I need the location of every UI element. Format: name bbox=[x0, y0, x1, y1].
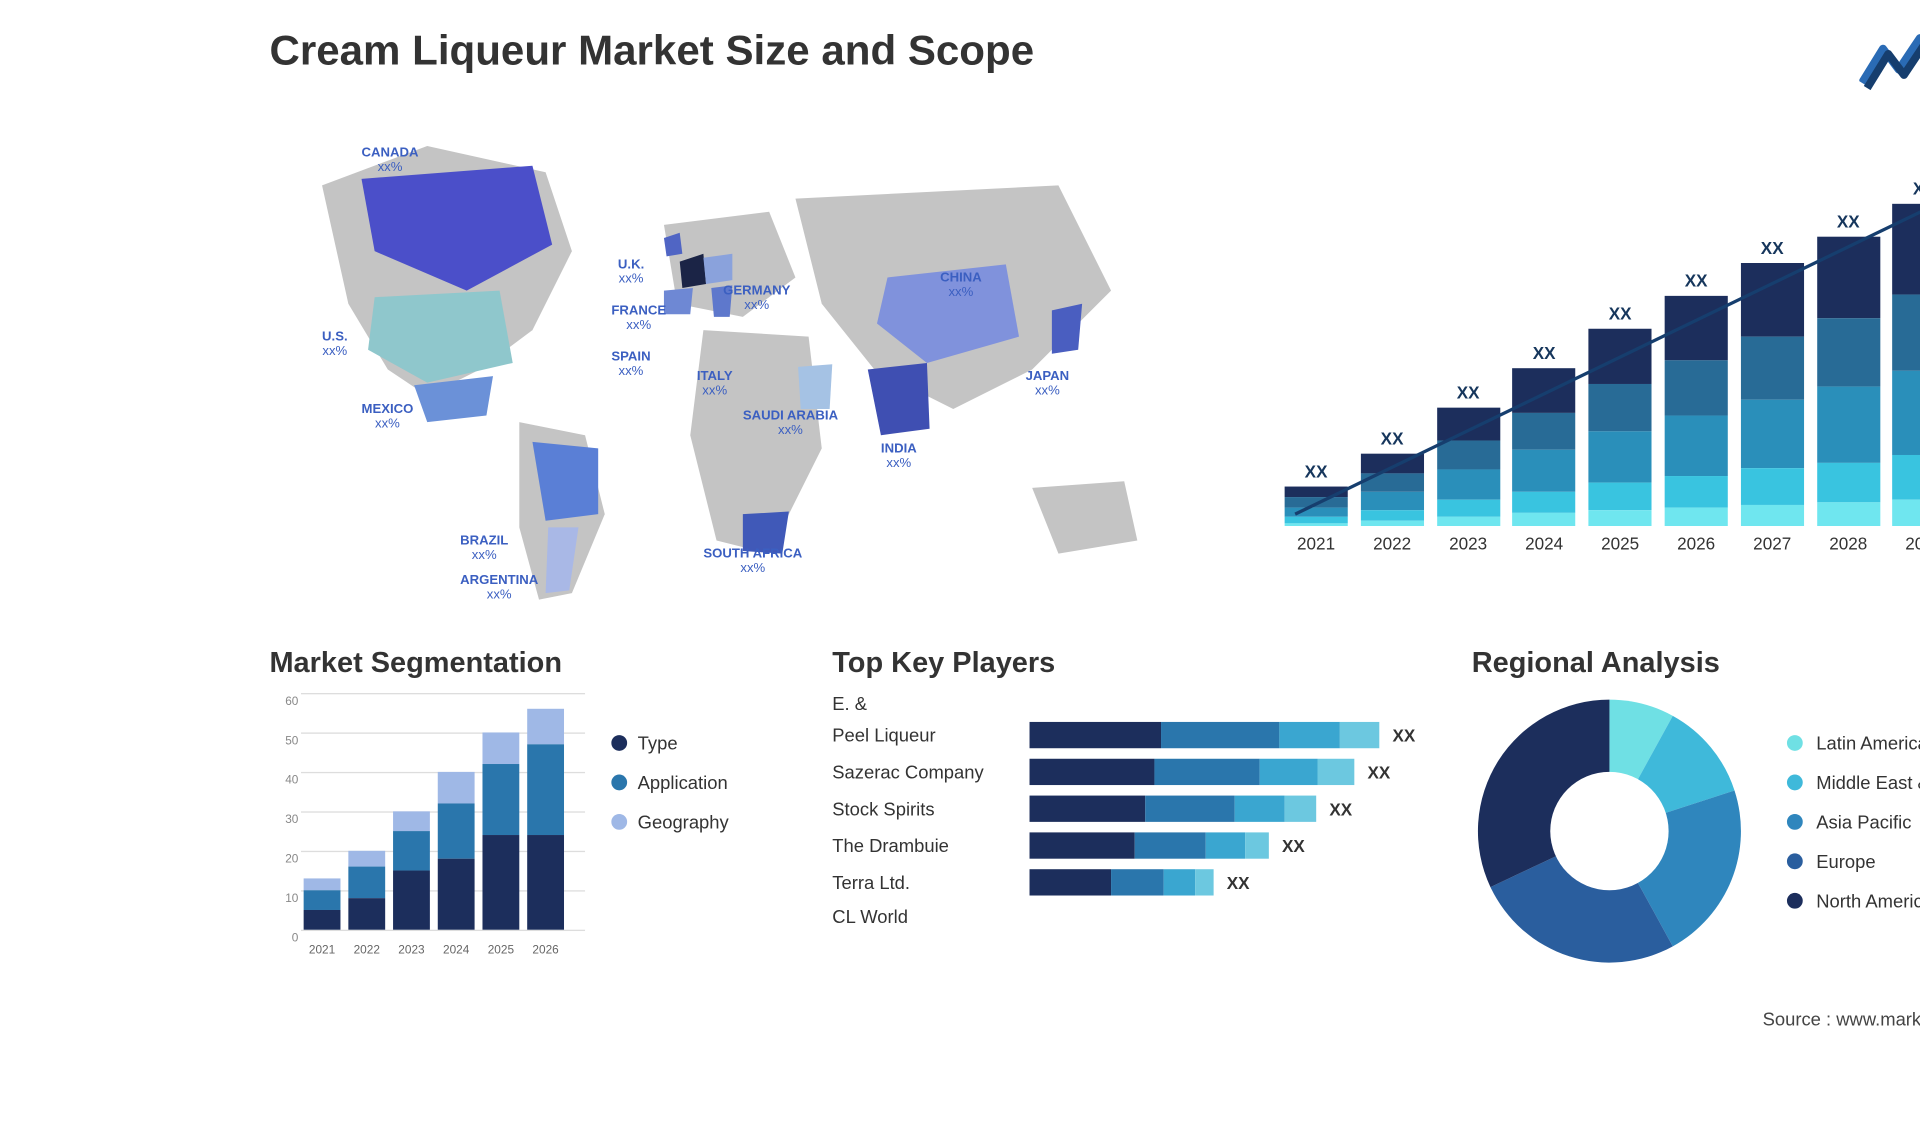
regional-legend: Latin America Middle East & Africa Asia Pa… bbox=[1787, 732, 1920, 929]
legend-item: North America bbox=[1787, 890, 1920, 911]
legend-item: Geography bbox=[611, 811, 728, 832]
map-label: JAPANxx% bbox=[1026, 370, 1070, 399]
map-label: BRAZILxx% bbox=[460, 534, 508, 563]
segmentation-bar bbox=[348, 851, 385, 930]
player-row: Peel LiqueurXX bbox=[832, 722, 1445, 748]
regional-title: Regional Analysis bbox=[1472, 646, 1920, 680]
segmentation-title: Market Segmentation bbox=[269, 646, 806, 680]
player-extra-top: E. & bbox=[832, 693, 1445, 714]
source-line: Source : www.marketresearchintellect.com bbox=[230, 969, 1920, 1029]
map-label: ARGENTINAxx% bbox=[460, 573, 538, 602]
segmentation-bar bbox=[304, 878, 341, 929]
map-label: FRANCExx% bbox=[611, 304, 666, 333]
segmentation-chart: 0102030405060 202120222023202420252026 bbox=[269, 693, 585, 956]
player-row: Terra Ltd.XX bbox=[832, 869, 1445, 895]
legend-item: Application bbox=[611, 772, 728, 793]
map-label: INDIAxx% bbox=[881, 442, 917, 471]
map-label: MEXICOxx% bbox=[362, 402, 414, 431]
segmentation-bar bbox=[438, 772, 475, 930]
map-label: ITALYxx% bbox=[697, 370, 733, 399]
map-label: SPAINxx% bbox=[611, 350, 650, 379]
growth-bar-chart: XX2021XX2022XX2023XX2024XX2025XX2026XX20… bbox=[1269, 107, 1920, 607]
brand-logo: MARKET RESEARCH INTELLECT bbox=[1859, 26, 1920, 93]
player-row: Stock SpiritsXX bbox=[832, 796, 1445, 822]
segmentation-panel: Market Segmentation 0102030405060 202120… bbox=[269, 646, 806, 969]
map-label: U.K.xx% bbox=[618, 258, 644, 287]
players-panel: Top Key Players E. & Peel LiqueurXX Sazer… bbox=[832, 646, 1445, 969]
regional-donut-chart bbox=[1472, 693, 1748, 969]
page-title: Cream Liqueur Market Size and Scope bbox=[230, 26, 1034, 75]
world-map-svg bbox=[269, 107, 1189, 607]
world-map: CANADAxx% U.S.xx% MEXICOxx% BRAZILxx% ARGENT… bbox=[269, 107, 1216, 607]
regional-panel: Regional Analysis Latin America Middle Ea… bbox=[1472, 646, 1920, 969]
map-label: CHINAxx% bbox=[940, 271, 982, 300]
logo-mark-icon bbox=[1859, 30, 1920, 90]
player-row: The DrambuieXX bbox=[832, 832, 1445, 858]
map-label: U.S.xx% bbox=[322, 330, 348, 359]
segmentation-bar bbox=[527, 709, 564, 930]
legend-item: Latin America bbox=[1787, 732, 1920, 753]
legend-item: Europe bbox=[1787, 851, 1920, 872]
player-row: Sazerac CompanyXX bbox=[832, 759, 1445, 785]
trend-arrow-icon bbox=[1269, 107, 1920, 541]
map-label: CANADAxx% bbox=[362, 146, 419, 175]
segmentation-bar bbox=[393, 811, 430, 929]
map-label: SAUDI ARABIAxx% bbox=[743, 409, 838, 438]
legend-item: Type bbox=[611, 732, 728, 753]
legend-item: Asia Pacific bbox=[1787, 811, 1920, 832]
map-label: GERMANYxx% bbox=[723, 284, 790, 313]
players-title: Top Key Players bbox=[832, 646, 1445, 680]
map-label: SOUTH AFRICAxx% bbox=[703, 547, 802, 576]
legend-item: Middle East & Africa bbox=[1787, 772, 1920, 793]
player-extra-bottom: CL World bbox=[832, 906, 1445, 927]
segmentation-bar bbox=[482, 732, 519, 929]
segmentation-legend: Type Application Geography bbox=[611, 693, 728, 956]
